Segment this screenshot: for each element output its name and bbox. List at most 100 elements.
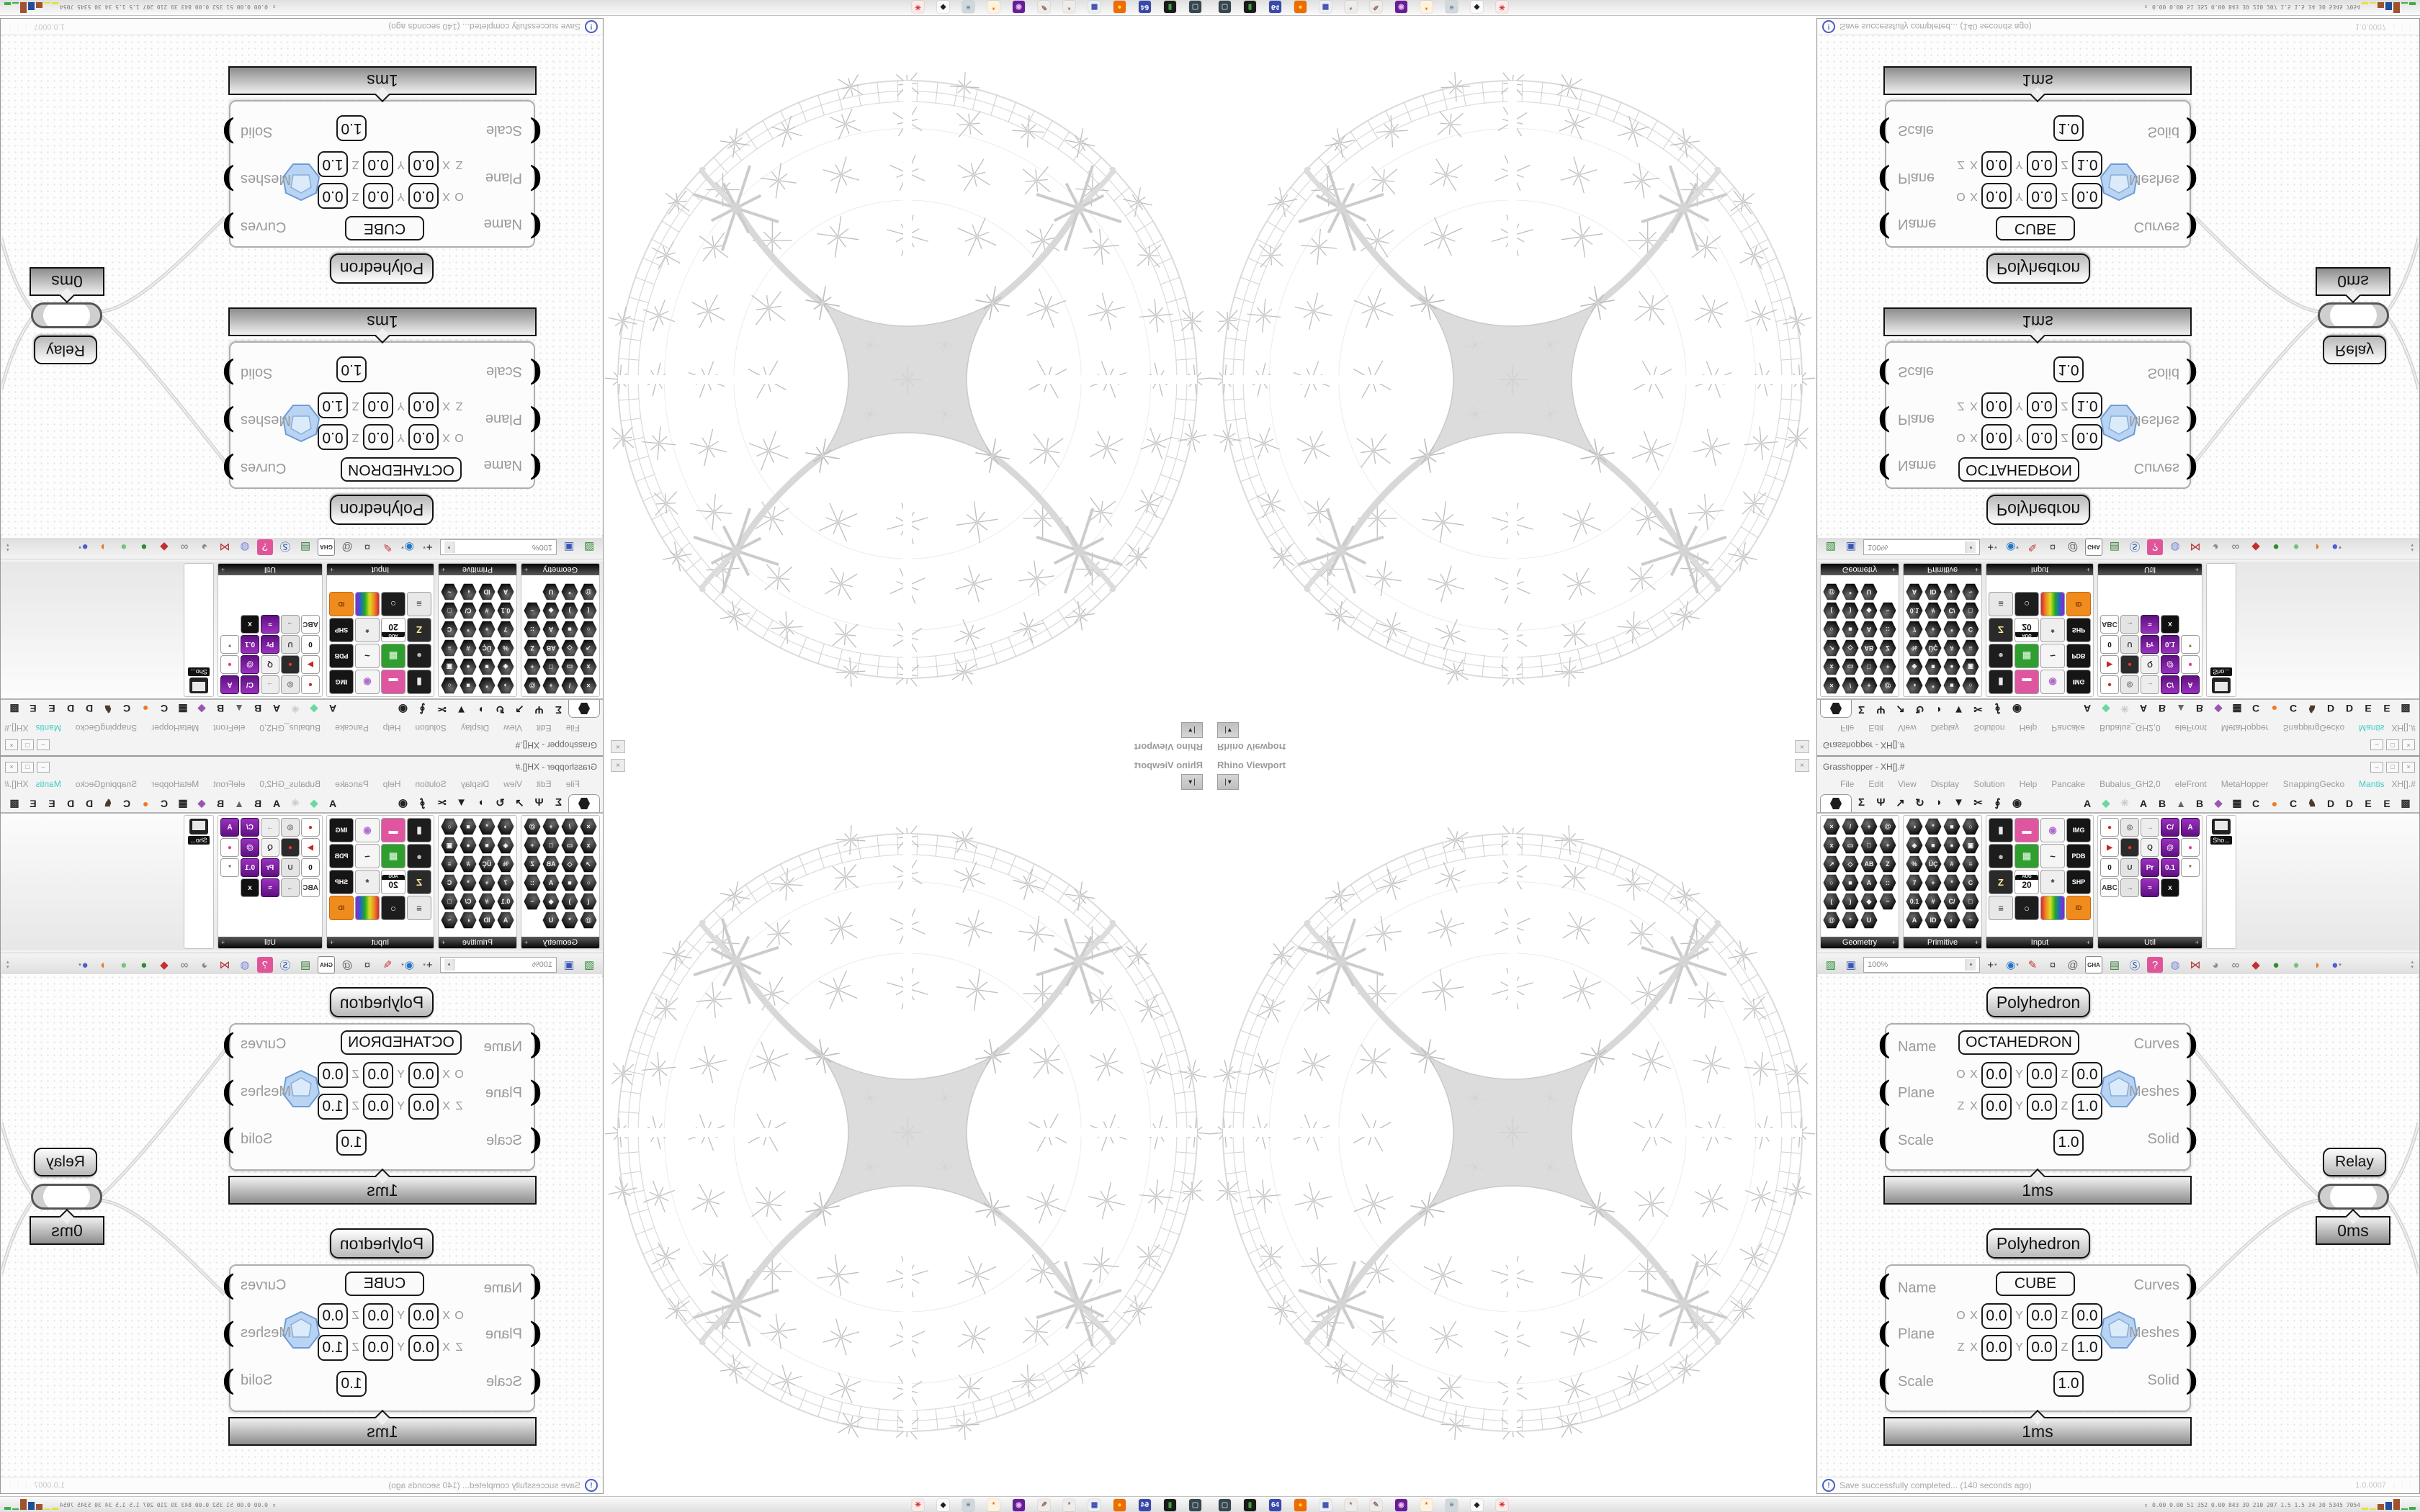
save-file-icon[interactable]: ▣ [563,959,575,971]
pin-green-icon[interactable]: ● [2272,541,2280,554]
tab-e1[interactable]: E [2365,797,2372,809]
chevron-down-icon[interactable]: ▾ [1966,541,1976,553]
output-port-curves[interactable]: ) [2185,1269,2199,1302]
origin-z-box[interactable]: 0.0 [318,1062,348,1088]
component-icon[interactable]: ~ [355,844,380,868]
param-icon[interactable]: ◑ [1906,677,1923,694]
tab-params[interactable] [568,794,600,812]
param-icon[interactable]: * [561,583,578,600]
component-icon[interactable]: ◎ [2120,675,2139,694]
resize-grip[interactable]: ⋮⋮⋮ [6,22,30,31]
param-icon[interactable]: % [497,639,514,657]
pin-light-icon[interactable]: ● [120,958,127,971]
tab-core-6[interactable]: ✂ [1973,797,1983,809]
tab-c1[interactable]: C [160,797,169,809]
param-icon[interactable]: ) [561,602,578,619]
find-icon[interactable]: Ⓢ [279,959,291,972]
menu-item-file[interactable]: File [565,723,580,733]
param-icon[interactable]: * [1842,583,1859,600]
menu-item-view[interactable]: View [503,723,522,733]
maximize-button[interactable]: □ [2386,761,2399,773]
param-icon[interactable]: # [1924,602,1942,619]
component-icon[interactable]: ID [2066,592,2091,616]
bird-tab-icon[interactable]: ♞ [103,797,113,809]
ribbon-x-icon[interactable]: ⋈ [2190,541,2201,553]
scale-value-box[interactable]: 1.0 [2053,1130,2084,1156]
pin-light-icon[interactable]: ● [120,541,127,554]
input-port-plane[interactable]: ( [1877,1075,1891,1109]
input-port-name[interactable]: ( [529,1027,543,1061]
mountain-tab-icon[interactable]: ▲ [2176,703,2186,715]
component-icon[interactable]: ▦ [381,844,405,868]
component-icon[interactable]: ▮ [1989,818,2013,842]
zaxis-y-box[interactable]: 0.0 [2027,1094,2057,1120]
origin-z-box[interactable]: 0.0 [2072,1062,2102,1088]
preview-eye-icon[interactable]: ◉ ▾ [401,959,414,971]
component-icon[interactable]: Q [2141,838,2159,857]
save-file-icon[interactable]: ▣ [1845,541,1857,553]
gha-badge-icon[interactable]: GHA [318,539,335,556]
component-icon[interactable]: 0 [2100,635,2119,654]
component-icon[interactable]: ≈ [2141,878,2159,897]
param-icon[interactable]: ◐ [460,583,477,600]
tab-b1[interactable]: B [2158,703,2166,715]
preview-eye-icon[interactable]: ◉ ▾ [2006,959,2019,971]
param-icon[interactable]: C [1962,874,1979,891]
param-icon[interactable]: % [497,855,514,873]
param-icon[interactable]: ◈ [1906,837,1923,854]
panel-expand-icon[interactable]: + [524,939,529,946]
tab-params[interactable] [1820,700,1852,718]
palette-brush-icon[interactable]: ✎ [1370,1498,1382,1511]
plug-icon[interactable]: ¤ [2049,541,2056,554]
tab-core-1[interactable]: Ψ [534,796,544,809]
calculator-icon[interactable]: ▦ [1088,1498,1101,1511]
component-icon[interactable]: * [220,635,239,654]
minimize-button[interactable]: – [2370,739,2383,751]
zaxis-x-box[interactable]: 0.0 [408,392,439,418]
input-port-plane[interactable]: ( [1877,1316,1891,1350]
tab-core-2[interactable]: ↗ [1896,703,1905,715]
component-icon[interactable]: ● [2181,655,2200,674]
calculator-icon[interactable]: ▦ [1088,1,1101,14]
text-editor-icon[interactable]: ≡ [962,1498,974,1511]
param-icon[interactable]: A [1860,621,1878,638]
pin-green-icon[interactable]: ● [140,541,148,554]
chevron-down-icon[interactable]: ▾ [79,544,81,549]
component-icon[interactable]: ID [329,592,354,616]
ruby-gear-icon[interactable]: ✳ [912,1498,924,1511]
zaxis-y-box[interactable]: 0.0 [2027,151,2057,177]
panel-expand-icon[interactable]: + [1891,939,1896,946]
floppy-64-icon[interactable]: 64 [1269,1,1281,14]
palette-icon[interactable]: * [1063,1498,1075,1511]
output-port-meshes[interactable]: ) [2185,162,2199,196]
firefox-icon[interactable]: ● [1113,1498,1126,1511]
component-icon[interactable]: ID [2066,896,2091,920]
param-icon[interactable]: ≡ [441,639,458,657]
name-value-box[interactable]: CUBE [1996,216,2075,240]
menu-item-pancake[interactable]: Pancake [2051,723,2085,733]
component-icon[interactable]: → [2141,818,2159,837]
component-icon[interactable]: ▶ [301,655,320,674]
origin-x-box[interactable]: 0.0 [1981,1303,2012,1329]
param-icon[interactable]: @ [524,677,541,694]
zaxis-x-box[interactable]: 0.0 [1981,392,2012,418]
gimp-icon[interactable]: ◉ [1013,1498,1025,1511]
scale-value-box[interactable]: 1.0 [2053,356,2084,382]
name-value-box[interactable]: OCTAHEDRON [1958,1030,2079,1055]
panel-expand-icon[interactable]: + [1891,566,1896,573]
tab-core-4[interactable]: ◗ [1935,796,1943,809]
component-icon[interactable]: ▶ [2100,838,2119,857]
output-port-curves[interactable]: ) [221,451,235,485]
projector-screen-icon[interactable] [189,819,208,834]
zaxis-x-box[interactable]: 0.0 [408,151,439,177]
param-icon[interactable]: A [542,874,560,891]
inkscape-icon[interactable]: ◆ [937,1498,949,1511]
output-port-curves[interactable]: ) [221,1269,235,1302]
param-icon[interactable]: * [561,912,578,929]
param-icon[interactable]: + [524,658,541,675]
floppy-64-icon[interactable]: 64 [1269,1498,1281,1511]
rhino-viewport-panel[interactable]: Rhino Viewport | ▾ [602,16,1210,756]
orange-dot-tab-icon[interactable]: ● [142,703,149,715]
param-icon[interactable]: / [1842,677,1859,694]
projector-screen-icon[interactable] [189,678,208,693]
